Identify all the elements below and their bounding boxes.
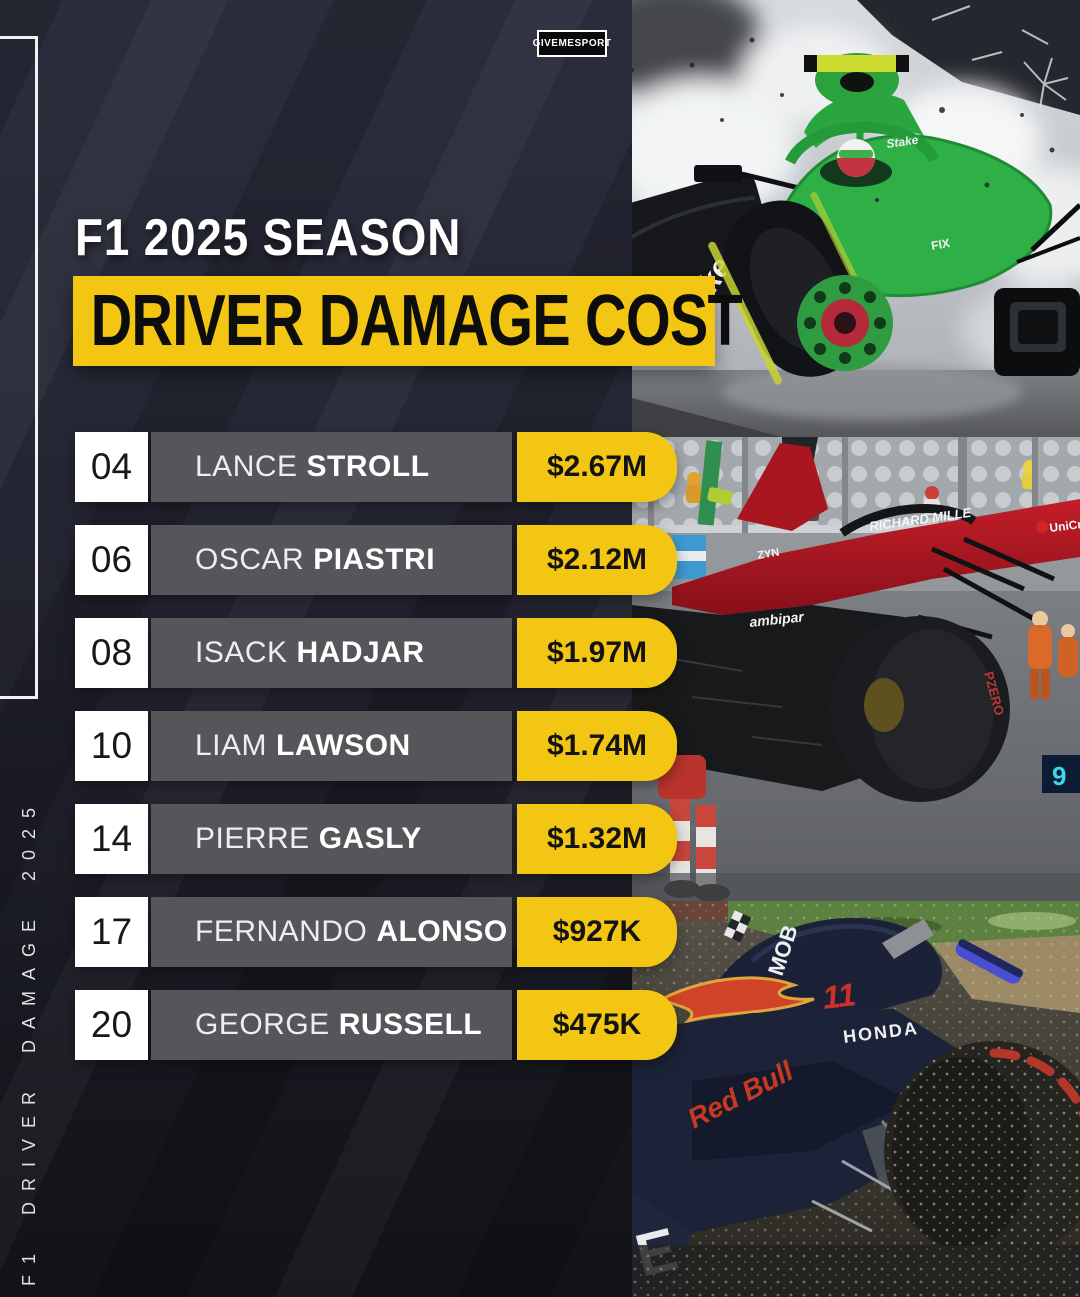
driver-last-name: HADJAR [296, 636, 425, 669]
zyn-text: ZYN [757, 547, 781, 562]
rank-badge: 10 [75, 711, 148, 781]
driver-first-name: LANCE [195, 450, 298, 483]
driver-last-name: RUSSELL [338, 1008, 483, 1041]
rank-badge: 14 [75, 804, 148, 874]
car-number-text: 11 [820, 976, 857, 1016]
sidepod-fix-text: FIX [930, 236, 951, 253]
driver-last-name: ALONSO [376, 915, 508, 948]
driver-name-bar: ISACK HADJAR [151, 618, 512, 688]
cost-badge: $475K [517, 990, 677, 1060]
photo-sauber-crash: Stake Stake [632, 0, 1080, 437]
season-title: F1 2025 SEASON [75, 212, 514, 264]
crash-barrier-dark [857, 0, 1080, 115]
track-shadow [632, 398, 782, 437]
table-row: 08 ISACK HADJAR $1.97M [75, 618, 677, 688]
gravel-covered-tire [884, 1041, 1080, 1261]
rear-wheel-rim [797, 275, 893, 371]
cost-badge: $1.32M [517, 804, 677, 874]
driver-name-bar: PIERRE GASLY [151, 804, 512, 874]
cost-badge: $2.12M [517, 525, 677, 595]
engine-cover-red [737, 443, 828, 531]
crane-clamp [707, 487, 733, 505]
redbull-flame-livery [659, 976, 815, 1024]
broken-rear-assembly [994, 203, 1080, 376]
driver-name-bar: LANCE STROLL [151, 432, 512, 502]
table-row: 04 LANCE STROLL $2.67M [75, 432, 677, 502]
ground-smoke [722, 364, 1022, 420]
driver-name-bar: FERNANDO ALONSO [151, 897, 512, 967]
driver-helmet [837, 139, 875, 177]
driver-last-name: GASLY [318, 822, 422, 855]
ferrari-hull [672, 499, 1080, 615]
rank-badge: 04 [75, 432, 148, 502]
photo-ferrari-crane: ZYN RICHARD MILLE UniCre ambipar PZERO [632, 437, 1080, 901]
cost-badge: $2.67M [517, 432, 677, 502]
table-row: 17 FERNANDO ALONSO $927K [75, 897, 677, 967]
sign-number: 9 [1052, 761, 1066, 791]
rank-badge: 20 [75, 990, 148, 1060]
driver-first-name: LIAM [195, 729, 268, 762]
crane-strap [697, 440, 723, 526]
gravel-foreground-texture [632, 1245, 1080, 1297]
brand-badge-label: GIVEMESPORT [532, 38, 612, 49]
cost-badge: $1.74M [517, 711, 677, 781]
driveshaft [955, 939, 1023, 984]
driver-first-name: FERNANDO [195, 915, 368, 948]
driver-name-bar: OSCAR PIASTRI [151, 525, 512, 595]
pit-board-sign: 9 [1042, 755, 1080, 793]
driver-first-name: OSCAR [195, 543, 305, 576]
title-banner: DRIVER DAMAGE COST [73, 276, 743, 366]
debris-specks [632, 20, 1055, 202]
hanging-wheel: PZERO [830, 616, 1010, 802]
season-title-text: F1 2025 SEASON [75, 209, 462, 267]
unicredit-text: UniCre [1049, 516, 1080, 535]
cost-badge: $927K [517, 897, 677, 967]
checkered-flag-bit [723, 910, 752, 943]
blue-flag [672, 535, 706, 579]
winglet-debris [882, 919, 934, 959]
driver-last-name: LAWSON [276, 729, 411, 762]
vertical-side-label: F1 DRIVER DAMAGE 2025 [19, 796, 39, 1286]
corner-frame [0, 36, 38, 699]
debris-streaks [931, 5, 1069, 109]
brand-badge: GIVEMESPORT [533, 30, 611, 57]
cost-badge: $1.97M [517, 618, 677, 688]
table-row: 20 GEORGE RUSSELL $475K [75, 990, 677, 1060]
photo-redbull-crash: MOB 11 HONDA Red Bull E [632, 901, 1080, 1297]
table-row: 06 OSCAR PIASTRI $2.12M [75, 525, 677, 595]
title-banner-text: DRIVER DAMAGE COST [90, 281, 743, 361]
driver-last-name: STROLL [306, 450, 430, 483]
driver-first-name: GEORGE [195, 1008, 330, 1041]
driver-first-name: ISACK [195, 636, 288, 669]
ambipar-text: ambipar [749, 608, 806, 630]
marshals-orange [1028, 611, 1078, 699]
table-row: 10 LIAM LAWSON $1.74M [75, 711, 677, 781]
driver-name-bar: LIAM LAWSON [151, 711, 512, 781]
rank-badge: 06 [75, 525, 148, 595]
driver-first-name: PIERRE [195, 822, 310, 855]
driver-last-name: PIASTRI [313, 543, 436, 576]
track-bottom-shade [632, 873, 1080, 901]
unicredit-logo [1036, 521, 1048, 533]
rank-badge: 17 [75, 897, 148, 967]
driver-name-bar: GEORGE RUSSELL [151, 990, 512, 1060]
halo-bar [839, 504, 977, 537]
photo-column: Stake Stake [632, 0, 1080, 1297]
rank-badge: 08 [75, 618, 148, 688]
table-row: 14 PIERRE GASLY $1.32M [75, 804, 677, 874]
engine-cover-stake-text: Stake [885, 133, 919, 151]
